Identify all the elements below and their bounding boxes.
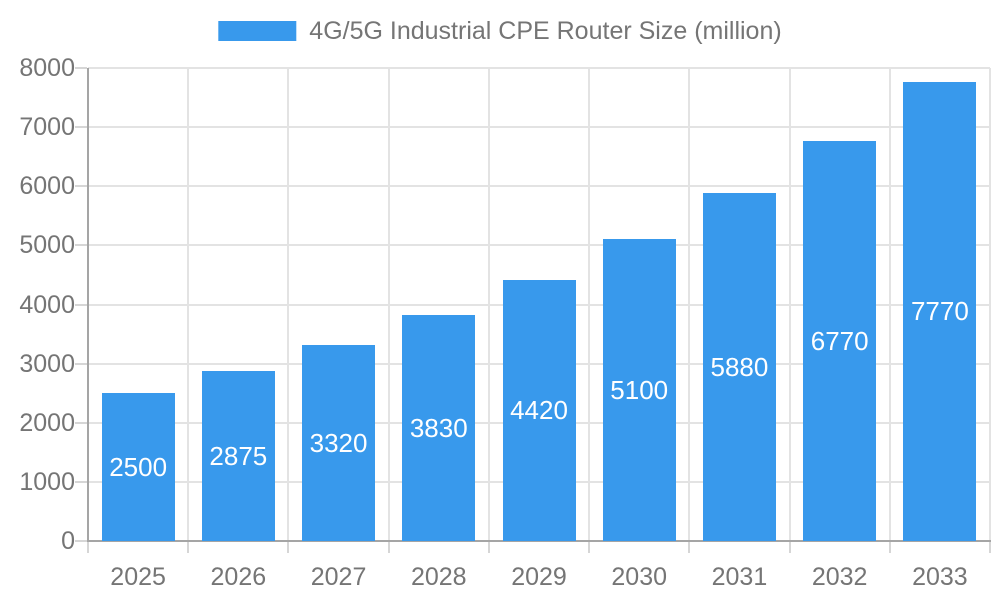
x-axis-label: 2029 [511,563,567,591]
h-gridline [88,185,990,188]
bar-value-label: 3320 [309,427,368,458]
bar-value-label: 5100 [610,375,669,406]
y-axis-tick [75,185,87,188]
bar[interactable] [702,193,776,541]
bar[interactable] [903,81,977,541]
h-gridline [88,67,990,69]
bar[interactable] [101,393,175,541]
v-gridline [888,68,891,541]
v-gridline [187,68,190,541]
y-axis-label: 8000 [19,54,75,82]
bar-value-label: 4420 [510,395,568,426]
y-axis-label: 1000 [19,467,75,496]
v-gridline [487,68,490,541]
x-axis-label: 2032 [811,563,868,591]
v-gridline [287,68,290,541]
y-axis-label: 5000 [19,231,75,260]
h-gridline [88,126,990,129]
x-axis-label: 2030 [611,563,668,591]
v-gridline [989,68,991,541]
x-axis-label: 2031 [711,563,768,591]
x-axis-tick [888,541,891,553]
bar[interactable] [502,279,576,541]
legend-label: 4G/5G Industrial CPE Router Size (millio… [309,16,782,45]
bar-value-label: 2500 [109,452,168,483]
bar[interactable] [402,314,476,541]
x-axis-label: 2026 [210,563,267,591]
x-axis-tick [387,541,390,553]
bar[interactable] [803,140,877,541]
x-axis-tick [287,541,290,553]
x-axis-tick [187,541,190,553]
y-axis-tick [75,126,87,129]
y-axis-line [87,68,89,541]
y-axis-label: 6000 [19,172,75,201]
bar[interactable] [201,371,275,541]
bar-value-label: 6770 [810,325,869,356]
bar-value-label: 5880 [710,352,769,383]
y-axis-label: 2000 [19,408,75,437]
x-axis-label: 2027 [310,563,367,591]
bar-value-label: 7770 [910,296,969,327]
bar[interactable] [602,239,676,541]
y-axis-tick [75,362,87,365]
bar-value-label: 3830 [409,412,468,443]
y-axis-label: 7000 [19,113,75,142]
x-axis-tick [487,541,490,553]
y-axis-label: 0 [61,527,75,555]
x-axis-tick [588,541,591,553]
legend-item[interactable]: 4G/5G Industrial CPE Router Size (millio… [218,14,782,48]
v-gridline [588,68,591,541]
x-axis-label: 2033 [912,563,968,591]
y-axis-tick [75,421,87,424]
bar[interactable] [302,344,376,541]
legend-swatch [218,21,297,41]
v-gridline [788,68,791,541]
x-axis-tick [87,541,89,553]
h-gridline [88,244,990,247]
y-axis-tick [75,540,87,542]
x-axis-label: 2025 [110,563,166,591]
y-axis-tick [75,244,87,247]
v-gridline [387,68,390,541]
y-axis-label: 4000 [19,290,75,319]
y-axis-tick [75,67,87,69]
x-axis-tick [989,541,991,553]
x-axis-line [87,540,991,542]
x-axis-label: 2028 [410,563,467,591]
y-axis-label: 3000 [19,349,75,378]
v-gridline [688,68,691,541]
y-axis-tick [75,303,87,306]
bar-value-label: 2875 [209,441,268,471]
x-axis-tick [788,541,791,553]
y-axis-tick [75,480,87,483]
x-axis-tick [688,541,691,553]
